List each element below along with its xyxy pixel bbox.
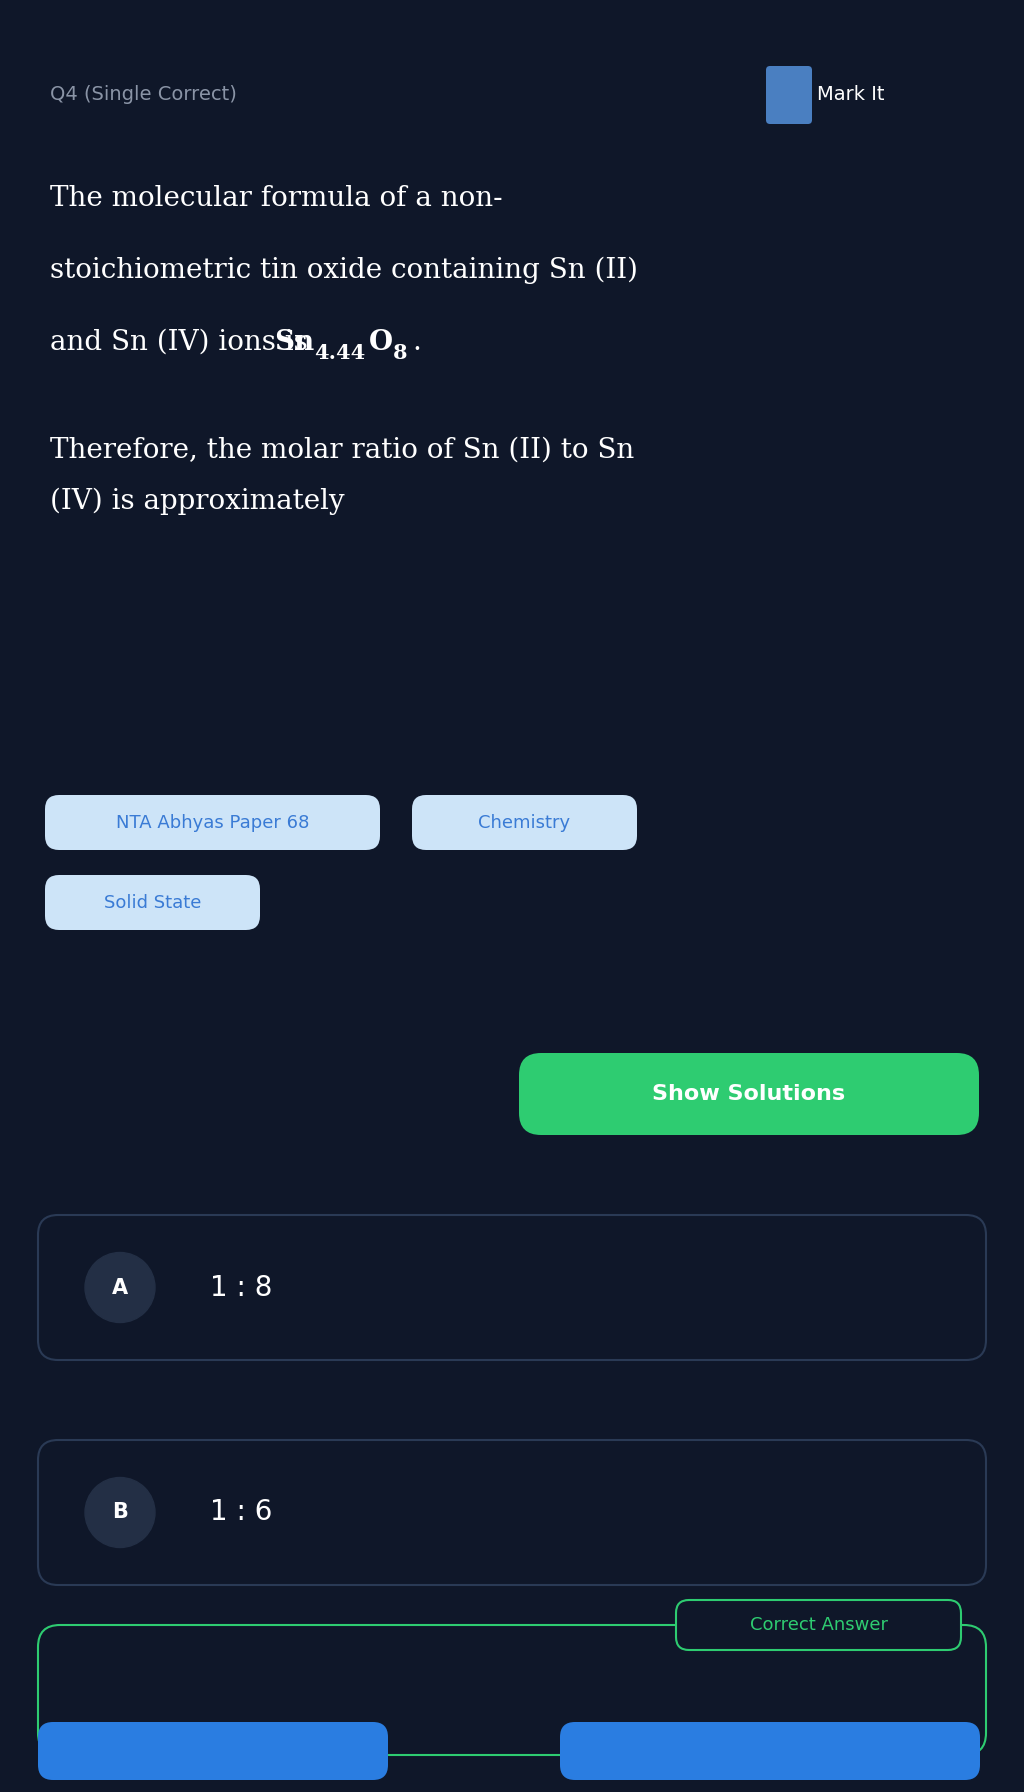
Text: 1 : 6: 1 : 6: [210, 1498, 272, 1527]
FancyBboxPatch shape: [519, 1054, 979, 1134]
FancyBboxPatch shape: [38, 1722, 388, 1779]
Text: Chemistry: Chemistry: [478, 814, 570, 831]
Text: .: .: [412, 330, 421, 357]
Text: 4.44: 4.44: [314, 342, 366, 364]
FancyBboxPatch shape: [38, 1441, 986, 1584]
FancyBboxPatch shape: [560, 1722, 980, 1779]
Text: Sn: Sn: [274, 330, 314, 357]
Circle shape: [85, 1253, 155, 1322]
FancyBboxPatch shape: [412, 796, 637, 849]
Text: 1 : 8: 1 : 8: [210, 1274, 272, 1301]
Text: Solid State: Solid State: [103, 894, 201, 912]
Text: (IV) is approximately: (IV) is approximately: [50, 487, 345, 514]
Text: O: O: [369, 330, 393, 357]
FancyBboxPatch shape: [676, 1600, 961, 1650]
Text: NTA Abhyas Paper 68: NTA Abhyas Paper 68: [116, 814, 309, 831]
FancyBboxPatch shape: [45, 796, 380, 849]
FancyBboxPatch shape: [766, 66, 812, 124]
Text: Mark It: Mark It: [817, 86, 885, 104]
Text: stoichiometric tin oxide containing Sn (II): stoichiometric tin oxide containing Sn (…: [50, 256, 638, 285]
Text: Show Solutions: Show Solutions: [652, 1084, 846, 1104]
Text: Therefore, the molar ratio of Sn (II) to Sn: Therefore, the molar ratio of Sn (II) to…: [50, 437, 634, 464]
FancyBboxPatch shape: [38, 1215, 986, 1360]
Circle shape: [85, 1477, 155, 1548]
Text: Correct Answer: Correct Answer: [750, 1616, 888, 1634]
Text: The molecular formula of a non-: The molecular formula of a non-: [50, 185, 503, 211]
Text: Q4 (Single Correct): Q4 (Single Correct): [50, 86, 237, 104]
Text: and Sn (IV) ions is: and Sn (IV) ions is: [50, 330, 316, 357]
Text: 8: 8: [393, 342, 408, 364]
Text: A: A: [112, 1278, 128, 1297]
Text: B: B: [112, 1502, 128, 1523]
FancyBboxPatch shape: [45, 874, 260, 930]
